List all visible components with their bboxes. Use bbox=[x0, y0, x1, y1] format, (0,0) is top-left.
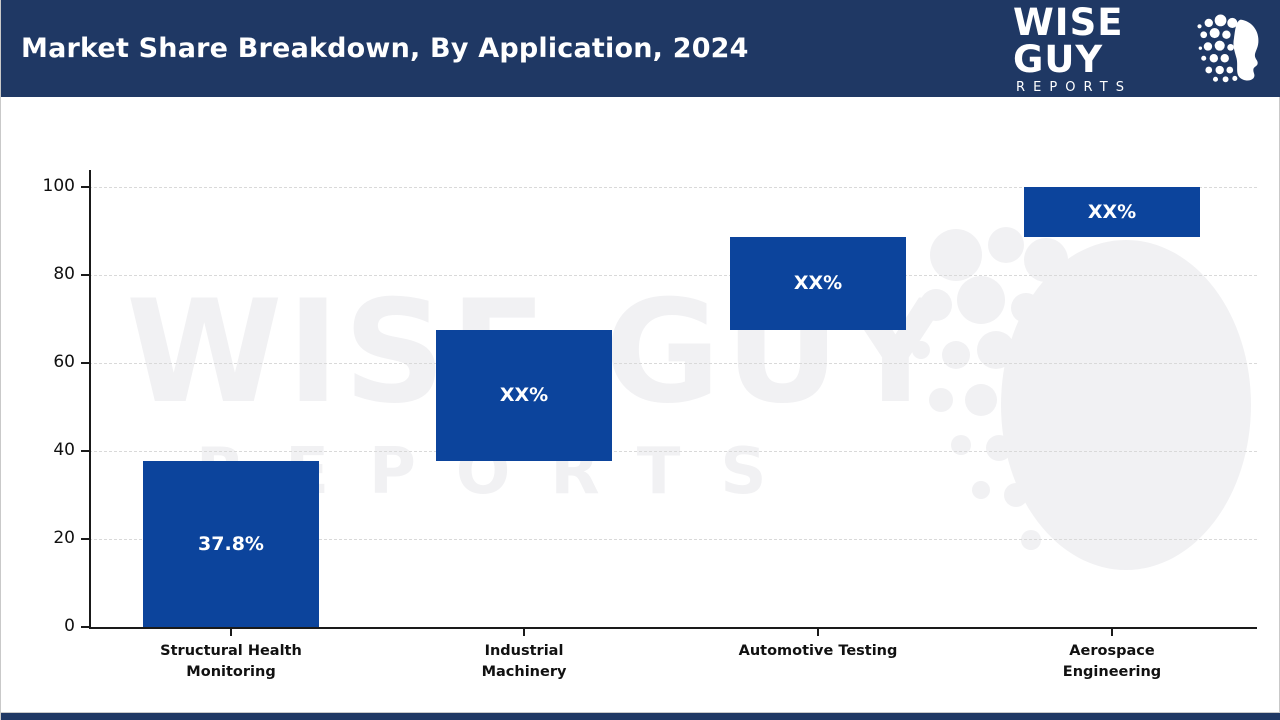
brand-logo: WISE GUY REPORTS bbox=[1013, 4, 1263, 95]
category-label-line: Machinery bbox=[481, 664, 567, 681]
y-tick-label: 20 bbox=[53, 528, 75, 548]
y-tick-label: 100 bbox=[42, 176, 75, 196]
bar-value-label: 37.8% bbox=[198, 532, 264, 555]
waterfall-bar: XX% bbox=[436, 329, 612, 461]
brand-logo-text: WISE GUY REPORTS bbox=[1013, 4, 1193, 95]
waterfall-bar: XX% bbox=[1024, 187, 1200, 238]
category-label: Aerospace Engineering bbox=[992, 641, 1232, 683]
y-gridline bbox=[89, 275, 1257, 276]
category-label-line: Industrial bbox=[484, 643, 564, 659]
y-tick-label: 80 bbox=[53, 264, 75, 284]
bottom-hairline bbox=[1, 712, 1280, 713]
y-tick-mark bbox=[81, 626, 89, 628]
y-tick-label: 60 bbox=[53, 352, 75, 372]
brand-name: WISE GUY bbox=[1013, 0, 1124, 81]
category-label-line: Automotive Testing bbox=[738, 643, 898, 659]
header-bar: Market Share Breakdown, By Application, … bbox=[1, 0, 1280, 97]
waterfall-bar: XX% bbox=[730, 237, 906, 330]
y-tick-label: 40 bbox=[53, 440, 75, 460]
brand-face-icon bbox=[1197, 14, 1259, 83]
brand-subname: REPORTS bbox=[1016, 79, 1133, 95]
category-label-line: Engineering bbox=[1062, 664, 1162, 681]
x-axis bbox=[89, 627, 1257, 629]
category-label: Automotive Testing bbox=[698, 641, 938, 662]
y-tick-mark bbox=[81, 362, 89, 364]
y-tick-mark bbox=[81, 450, 89, 452]
category-label-line: Aerospace bbox=[1069, 643, 1155, 659]
footer-bar bbox=[1, 713, 1280, 720]
x-tick-mark bbox=[523, 629, 525, 636]
y-tick-mark bbox=[81, 186, 89, 188]
waterfall-chart: 0 20 40 60 80 100 37.8% Structural Health Monito… bbox=[1, 97, 1280, 713]
y-axis bbox=[89, 170, 91, 627]
waterfall-bar: 37.8% bbox=[143, 460, 319, 627]
y-tick-mark bbox=[81, 274, 89, 276]
y-gridline bbox=[89, 363, 1257, 364]
bar-value-label: XX% bbox=[499, 384, 549, 407]
y-tick-label: 0 bbox=[64, 616, 75, 636]
bar-value-label: XX% bbox=[1087, 201, 1137, 224]
category-label-line: Structural Health bbox=[160, 643, 302, 659]
page-title: Market Share Breakdown, By Application, … bbox=[21, 33, 749, 64]
category-label: Industrial Machinery bbox=[404, 641, 644, 683]
y-tick-mark bbox=[81, 538, 89, 540]
y-gridline bbox=[89, 187, 1257, 188]
x-tick-mark bbox=[230, 629, 232, 636]
x-tick-mark bbox=[1111, 629, 1113, 636]
bar-value-label: XX% bbox=[793, 272, 843, 295]
category-label-line: Monitoring bbox=[186, 664, 276, 681]
y-gridline bbox=[89, 539, 1257, 540]
y-gridline bbox=[89, 451, 1257, 452]
category-label: Structural Health Monitoring bbox=[111, 641, 351, 683]
x-tick-mark bbox=[817, 629, 819, 636]
